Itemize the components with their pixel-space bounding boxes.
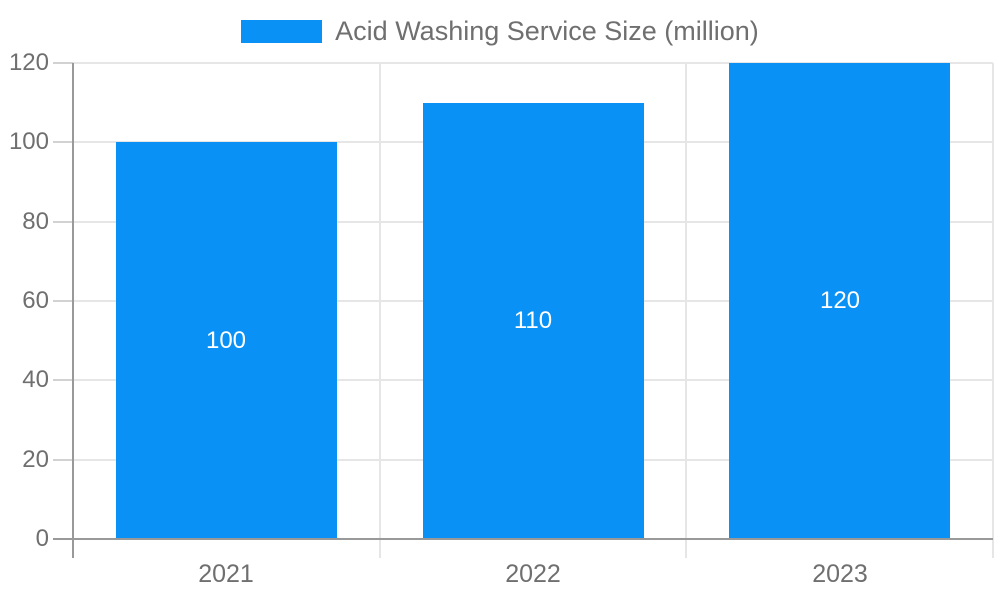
y-tick-label: 120 (8, 49, 49, 76)
x-axis-label-2022: 2022 (505, 560, 561, 588)
x-gridline (379, 63, 381, 558)
y-tick-label: 0 (35, 525, 49, 552)
bar-value-label: 100 (205, 327, 247, 354)
y-tick-label: 100 (8, 128, 49, 155)
x-axis-label-2023: 2023 (812, 560, 868, 588)
y-tick (53, 459, 73, 461)
x-axis-line (53, 538, 993, 540)
bar-2022[interactable] (423, 103, 644, 539)
y-tick-label: 20 (22, 446, 49, 473)
y-tick-label: 60 (22, 287, 49, 314)
y-tick (53, 379, 73, 381)
y-tick (53, 62, 73, 64)
x-gridline (992, 63, 994, 558)
y-tick-label: 80 (22, 208, 49, 235)
legend-label: Acid Washing Service Size (million) (335, 15, 759, 46)
y-tick-label: 40 (22, 366, 49, 393)
y-tick (53, 300, 73, 302)
bar-2021[interactable] (116, 142, 337, 539)
legend[interactable]: Acid Washing Service Size (million) (0, 15, 1000, 47)
x-gridline (685, 63, 687, 558)
y-tick (53, 221, 73, 223)
legend-swatch (241, 19, 323, 43)
y-tick (53, 141, 73, 143)
y-axis-line (72, 63, 74, 558)
bar-value-label: 120 (819, 287, 861, 314)
bar-value-label: 110 (513, 307, 553, 334)
y-gridline (73, 62, 993, 64)
bar-2023[interactable] (729, 63, 950, 539)
x-axis-label-2021: 2021 (198, 560, 254, 588)
